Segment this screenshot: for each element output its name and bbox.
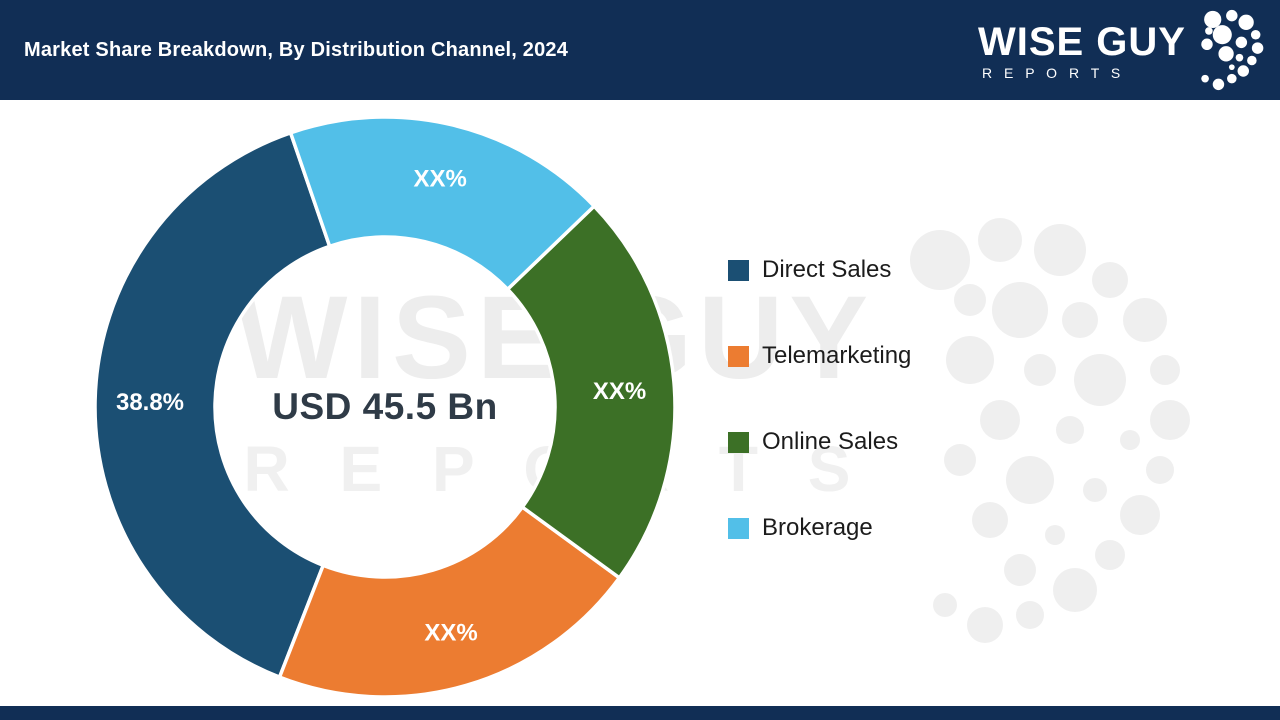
segment-label-brokerage: XX% bbox=[414, 166, 467, 193]
page-title: Market Share Breakdown, By Distribution … bbox=[24, 38, 569, 61]
brand-text: WISE GUY R E P O R T S bbox=[978, 20, 1186, 81]
header: Market Share Breakdown, By Distribution … bbox=[0, 0, 1280, 100]
legend: Direct Sales Telemarketing Online Sales Bro… bbox=[728, 256, 911, 542]
segment-label-direct-sales: 38.8% bbox=[116, 389, 184, 416]
legend-item-direct-sales: Direct Sales bbox=[728, 256, 911, 284]
brand-name: WISE GUY bbox=[977, 19, 1186, 64]
legend-label-brokerage: Brokerage bbox=[762, 514, 873, 541]
footer-bar bbox=[0, 706, 1280, 720]
donut-segment-online-sales bbox=[505, 203, 677, 581]
donut-segment-brokerage bbox=[288, 115, 597, 292]
legend-label-direct-sales: Direct Sales bbox=[762, 256, 892, 283]
legend-swatch-online-sales bbox=[728, 431, 749, 453]
brand-logo: WISE GUY R E P O R T S bbox=[978, 8, 1264, 92]
legend-swatch-brokerage bbox=[728, 517, 749, 539]
legend-item-telemarketing: Telemarketing bbox=[728, 342, 911, 370]
head-watermark bbox=[910, 218, 1190, 643]
legend-item-online-sales: Online Sales bbox=[728, 428, 911, 456]
segment-label-online-sales: XX% bbox=[593, 378, 646, 405]
segment-label-telemarketing: XX% bbox=[424, 620, 477, 647]
donut-segment-direct-sales bbox=[93, 130, 332, 680]
donut-center-label: USD 45.5 Bn bbox=[272, 386, 498, 427]
legend-swatch-direct-sales bbox=[728, 259, 749, 281]
brand-head-dots-icon bbox=[1201, 9, 1264, 91]
brand-subtitle: R E P O R T S bbox=[981, 64, 1125, 81]
donut-segment-telemarketing bbox=[277, 504, 622, 699]
legend-label-online-sales: Online Sales bbox=[762, 428, 899, 455]
chart-area: WISE GUY R E P O R T S 38.8%XX%XX%XX% US… bbox=[0, 100, 1280, 706]
legend-item-brokerage: Brokerage bbox=[728, 514, 911, 542]
legend-swatch-telemarketing bbox=[728, 345, 749, 367]
donut-chart: 38.8% XX% XX% XX% bbox=[93, 115, 677, 699]
legend-label-telemarketing: Telemarketing bbox=[762, 342, 912, 369]
